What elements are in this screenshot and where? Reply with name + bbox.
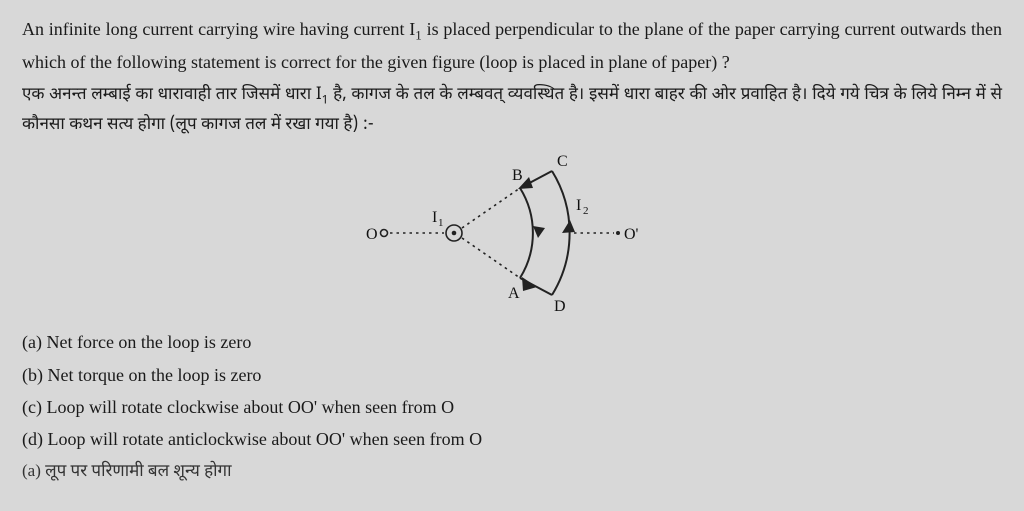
label-A: A <box>508 285 520 302</box>
option-b: (b) Net torque on the loop is zero <box>22 359 1002 391</box>
q-en-part1: An infinite long current carrying wire h… <box>22 19 415 39</box>
label-I1-sub: 1 <box>438 217 444 229</box>
truncated-line: (a) लूप पर परिणामी बल शून्य होगा <box>22 458 1002 481</box>
physics-figure: O I 1 <box>362 148 662 318</box>
option-c: (c) Loop will rotate clockwise about OO'… <box>22 391 1002 423</box>
label-Oprime: O' <box>624 226 639 243</box>
label-I2: I <box>576 197 581 214</box>
label-I1: I <box>432 209 437 226</box>
figure-container: O I 1 <box>22 148 1002 318</box>
answer-options: (a) Net force on the loop is zero (b) Ne… <box>22 326 1002 456</box>
option-d: (d) Loop will rotate anticlockwise about… <box>22 423 1002 455</box>
label-B: B <box>512 167 523 184</box>
question-hindi: एक अनन्त लम्बाई का धारावाही तार जिसमें ध… <box>22 81 1002 140</box>
option-a: (a) Net force on the loop is zero <box>22 326 1002 358</box>
question-english: An infinite long current carrying wire h… <box>22 14 1002 77</box>
label-D: D <box>554 298 566 315</box>
label-O: O <box>366 226 378 243</box>
label-I2-sub: 2 <box>583 205 589 217</box>
label-C: C <box>557 153 568 170</box>
q-hi-part1: एक अनन्त लम्बाई का धारावाही तार जिसमें ध… <box>22 84 322 106</box>
